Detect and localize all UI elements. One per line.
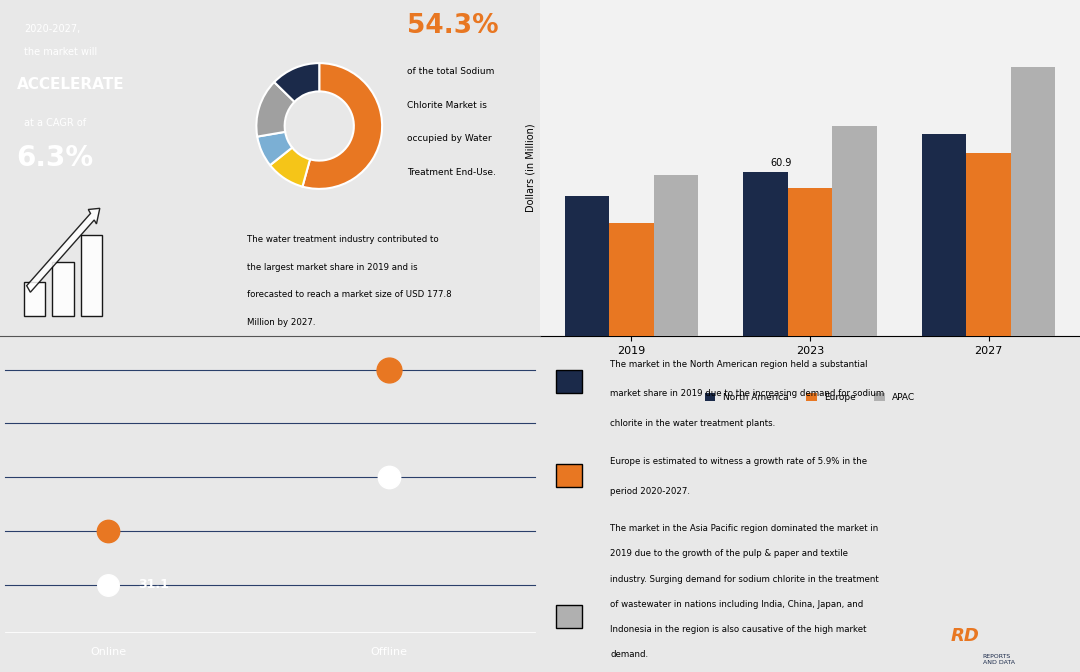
Text: ACCELERATE: ACCELERATE	[16, 77, 124, 92]
FancyBboxPatch shape	[24, 282, 45, 316]
Text: at a CAGR of: at a CAGR of	[24, 118, 86, 128]
Text: Online: Online	[90, 647, 126, 657]
Text: the largest market share in 2019 and is: the largest market share in 2019 and is	[246, 263, 417, 271]
Text: of the total Sodium: of the total Sodium	[407, 67, 495, 76]
Text: REPORTS
AND DATA: REPORTS AND DATA	[983, 654, 1015, 665]
Text: market share in 2019 due to the increasing demand for sodium: market share in 2019 due to the increasi…	[610, 389, 885, 398]
Bar	[609, 223, 653, 336]
Text: 6.3%: 6.3%	[16, 144, 94, 173]
FancyBboxPatch shape	[556, 464, 582, 487]
Point	[99, 579, 117, 590]
Text: Treatment End-Use.: Treatment End-Use.	[407, 168, 496, 177]
Text: 54.3%: 54.3%	[407, 13, 499, 40]
Bar	[921, 134, 967, 336]
FancyBboxPatch shape	[556, 605, 582, 628]
Text: 31.1: 31.1	[138, 578, 168, 591]
Bar	[565, 196, 609, 336]
Point	[99, 526, 117, 536]
Text: 2020-2027,: 2020-2027,	[24, 24, 80, 34]
Legend: North America, Europe, APAC: North America, Europe, APAC	[701, 389, 919, 405]
Text: occupied by Water: occupied by Water	[407, 134, 491, 143]
FancyArrow shape	[27, 208, 99, 292]
Text: Offline: Offline	[370, 647, 407, 657]
Bar	[833, 126, 877, 336]
Text: The market in the Asia Pacific region dominated the market in: The market in the Asia Pacific region do…	[610, 524, 878, 533]
FancyBboxPatch shape	[52, 262, 73, 316]
Text: The market in the North American region held a substantial: The market in the North American region …	[610, 360, 867, 368]
Text: Chlorite Market is: Chlorite Market is	[407, 101, 487, 110]
FancyBboxPatch shape	[81, 235, 103, 316]
Text: The water treatment industry contributed to: The water treatment industry contributed…	[246, 235, 438, 244]
Bar	[787, 188, 833, 336]
Bar	[653, 175, 699, 336]
Text: industry. Surging demand for sodium chlorite in the treatment: industry. Surging demand for sodium chlo…	[610, 575, 879, 583]
Y-axis label: Dollars (in Million): Dollars (in Million)	[526, 124, 536, 212]
Bar	[1011, 67, 1055, 336]
Text: demand.: demand.	[610, 650, 648, 659]
Text: Europe is estimated to witness a growth rate of 5.9% in the: Europe is estimated to witness a growth …	[610, 457, 867, 466]
Text: 2019 due to the growth of the pulp & paper and textile: 2019 due to the growth of the pulp & pap…	[610, 550, 848, 558]
Text: period 2020-2027.: period 2020-2027.	[610, 487, 690, 495]
Bar	[967, 153, 1011, 336]
Text: RD: RD	[950, 627, 980, 645]
Point	[380, 364, 397, 375]
FancyBboxPatch shape	[556, 370, 582, 393]
Text: chlorite in the water treatment plants.: chlorite in the water treatment plants.	[610, 419, 775, 427]
Text: forecasted to reach a market size of USD 177.8: forecasted to reach a market size of USD…	[246, 290, 451, 299]
Text: of wastewater in nations including India, China, Japan, and: of wastewater in nations including India…	[610, 599, 863, 609]
Text: Million by 2027.: Million by 2027.	[246, 318, 315, 327]
Point	[380, 472, 397, 482]
Text: the market will: the market will	[24, 47, 97, 57]
Text: Indonesia in the region is also causative of the high market: Indonesia in the region is also causativ…	[610, 625, 867, 634]
Text: 60.9: 60.9	[771, 159, 792, 168]
Bar	[743, 172, 787, 336]
